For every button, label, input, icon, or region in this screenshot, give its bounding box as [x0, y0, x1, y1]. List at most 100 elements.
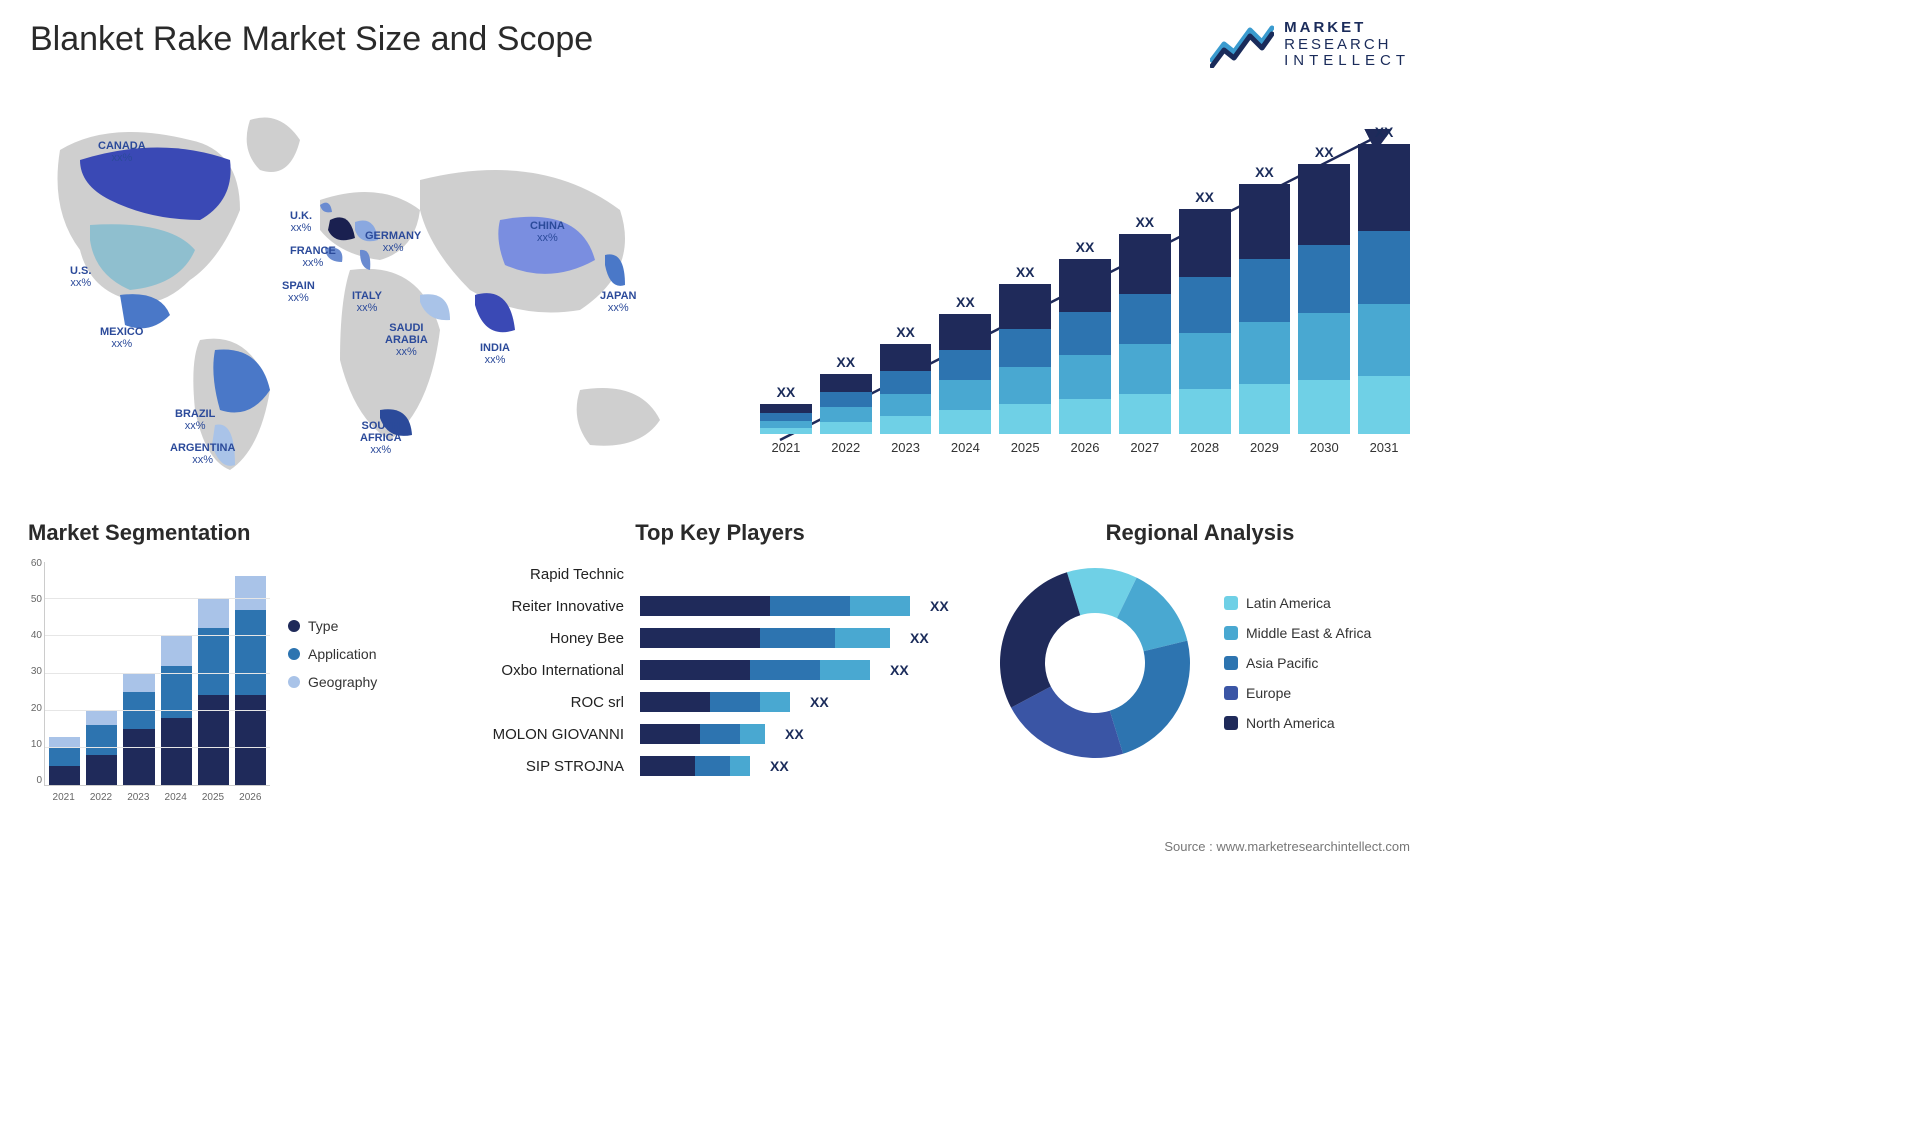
segmentation-section: Market Segmentation 6050403020100 202120… — [20, 520, 440, 808]
map-label: FRANCExx% — [290, 245, 336, 269]
growth-bar-value: XX — [777, 384, 796, 400]
growth-bar-year: 2027 — [1130, 440, 1159, 455]
segmentation-title: Market Segmentation — [28, 520, 440, 546]
source-label: Source : www.marketresearchintellect.com — [1164, 839, 1410, 854]
growth-bar-value: XX — [1076, 239, 1095, 255]
key-player-name: SIP STROJNA — [460, 758, 630, 775]
key-player-name: ROC srl — [460, 694, 630, 711]
key-players-section: Top Key Players Rapid Technic Reiter Inno… — [460, 520, 980, 782]
growth-bar-year: 2023 — [891, 440, 920, 455]
donut-slice — [1110, 641, 1190, 754]
key-player-row: Honey Bee XX — [460, 622, 980, 654]
logo-text-1: MARKET — [1284, 20, 1410, 37]
seg-bar — [123, 673, 154, 785]
growth-bar: XX 2028 — [1179, 189, 1231, 455]
growth-bar-value: XX — [1135, 214, 1154, 230]
regional-legend-item: North America — [1224, 715, 1371, 731]
logo-mark-icon — [1210, 22, 1274, 68]
map-label: SOUTHAFRICAxx% — [360, 420, 402, 456]
growth-bar-year: 2031 — [1370, 440, 1399, 455]
regional-section: Regional Analysis Latin America Middle Ea… — [990, 520, 1410, 768]
growth-bar-value: XX — [1255, 164, 1274, 180]
segmentation-chart: 6050403020100 202120222023202420252026 — [20, 558, 270, 808]
map-label: JAPANxx% — [600, 290, 636, 314]
seg-bar — [198, 598, 229, 785]
growth-bar-value: XX — [1375, 124, 1394, 140]
growth-chart: XX2021XX2022XX2023XX2024XX2025XX2026XX20… — [760, 100, 1410, 480]
segmentation-legend: Type Application Geography — [288, 558, 377, 808]
growth-bar: XX 2023 — [880, 324, 932, 455]
map-label: CANADAxx% — [98, 140, 146, 164]
regional-title: Regional Analysis — [990, 520, 1410, 546]
growth-bar-year: 2024 — [951, 440, 980, 455]
growth-bar-year: 2021 — [771, 440, 800, 455]
page-title: Blanket Rake Market Size and Scope — [30, 20, 593, 59]
seg-bar — [49, 737, 80, 786]
logo-text-3: INTELLECT — [1284, 53, 1410, 70]
regional-legend: Latin America Middle East & Africa Asia Pa… — [1224, 595, 1371, 731]
key-player-value: XX — [910, 630, 929, 646]
map-label: SAUDIARABIAxx% — [385, 322, 428, 358]
key-player-row: SIP STROJNA XX — [460, 750, 980, 782]
regional-legend-item: Europe — [1224, 685, 1371, 701]
key-player-name: Rapid Technic — [460, 566, 630, 583]
map-label: SPAINxx% — [282, 280, 315, 304]
key-players-title: Top Key Players — [460, 520, 980, 546]
seg-legend-item: Geography — [288, 674, 377, 690]
map-label: ARGENTINAxx% — [170, 442, 235, 466]
world-map: CANADAxx% U.S.xx% MEXICOxx% BRAZILxx% ARGENT… — [20, 90, 720, 490]
key-player-name: Honey Bee — [460, 630, 630, 647]
key-player-value: XX — [810, 694, 829, 710]
growth-bar-year: 2030 — [1310, 440, 1339, 455]
growth-bar-value: XX — [1016, 264, 1035, 280]
key-player-row: Reiter Innovative XX — [460, 590, 980, 622]
growth-bar-year: 2026 — [1071, 440, 1100, 455]
growth-bar: XX 2029 — [1239, 164, 1291, 455]
map-label: CHINAxx% — [530, 220, 565, 244]
map-label: ITALYxx% — [352, 290, 382, 314]
key-player-value: XX — [930, 598, 949, 614]
key-player-value: XX — [785, 726, 804, 742]
regional-legend-item: Latin America — [1224, 595, 1371, 611]
growth-bar: XX 2031 — [1358, 124, 1410, 455]
growth-bar-value: XX — [896, 324, 915, 340]
key-player-name: Reiter Innovative — [460, 598, 630, 615]
growth-bar: XX 2026 — [1059, 239, 1111, 455]
growth-bar-year: 2025 — [1011, 440, 1040, 455]
map-label: MEXICOxx% — [100, 326, 143, 350]
key-player-name: Oxbo International — [460, 662, 630, 679]
regional-legend-item: Asia Pacific — [1224, 655, 1371, 671]
seg-bar — [235, 576, 266, 785]
regional-donut — [990, 558, 1200, 768]
logo-text-2: RESEARCH — [1284, 37, 1410, 54]
growth-bar-year: 2028 — [1190, 440, 1219, 455]
key-player-row: Oxbo International XX — [460, 654, 980, 686]
map-label: U.K.xx% — [290, 210, 312, 234]
key-player-row: MOLON GIOVANNI XX — [460, 718, 980, 750]
donut-slice — [1000, 572, 1080, 707]
regional-legend-item: Middle East & Africa — [1224, 625, 1371, 641]
growth-bar: XX 2021 — [760, 384, 812, 455]
growth-bar: XX2022 — [820, 354, 872, 455]
key-player-row: ROC srl XX — [460, 686, 980, 718]
growth-bar: XX 2025 — [999, 264, 1051, 455]
key-player-value: XX — [770, 758, 789, 774]
key-player-value: XX — [890, 662, 909, 678]
key-player-name: MOLON GIOVANNI — [460, 726, 630, 743]
seg-legend-item: Type — [288, 618, 377, 634]
growth-bar: XX 2027 — [1119, 214, 1171, 455]
growth-bar-value: XX — [1195, 189, 1214, 205]
brand-logo: MARKET RESEARCH INTELLECT — [1210, 20, 1410, 70]
seg-legend-item: Application — [288, 646, 377, 662]
growth-bar-year: 2022 — [831, 440, 860, 455]
map-label: BRAZILxx% — [175, 408, 215, 432]
growth-bar-year: 2029 — [1250, 440, 1279, 455]
map-label: GERMANYxx% — [365, 230, 421, 254]
map-label: INDIAxx% — [480, 342, 510, 366]
map-label: U.S.xx% — [70, 265, 91, 289]
growth-bar-value: XX — [956, 294, 975, 310]
growth-bar: XX 2024 — [939, 294, 991, 455]
key-player-row: Rapid Technic — [460, 558, 980, 590]
growth-bar: XX 2030 — [1298, 144, 1350, 455]
growth-bar-value: XX — [1315, 144, 1334, 160]
